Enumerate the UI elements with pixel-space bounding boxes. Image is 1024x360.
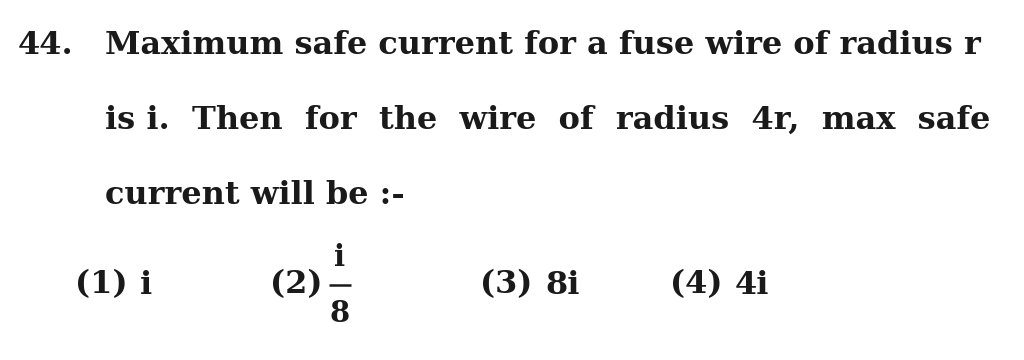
Text: current will be :-: current will be :-: [105, 180, 404, 211]
Text: i: i: [140, 270, 153, 301]
Text: (3): (3): [480, 270, 532, 301]
Text: Maximum safe current for a fuse wire of radius r: Maximum safe current for a fuse wire of …: [105, 30, 981, 61]
Text: (2): (2): [270, 270, 323, 301]
Text: 44.: 44.: [18, 30, 74, 61]
Text: (4): (4): [670, 270, 723, 301]
Text: 4i: 4i: [735, 270, 769, 301]
Text: (1): (1): [75, 270, 128, 301]
Text: i: i: [335, 243, 345, 271]
Text: is i.  Then  for  the  wire  of  radius  4r,  max  safe: is i. Then for the wire of radius 4r, ma…: [105, 105, 990, 136]
Text: 8: 8: [330, 298, 350, 328]
Text: 8i: 8i: [545, 270, 580, 301]
